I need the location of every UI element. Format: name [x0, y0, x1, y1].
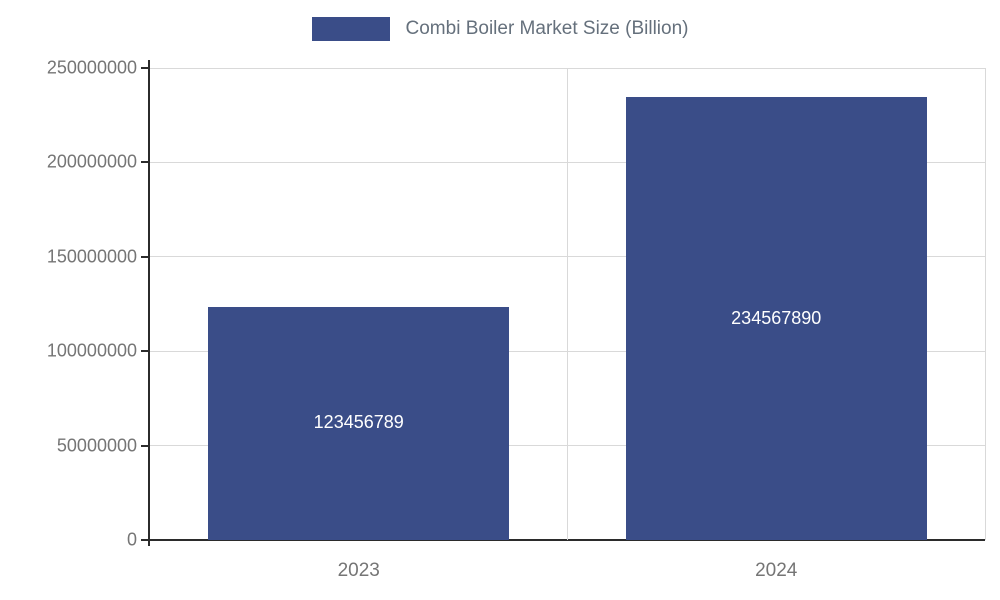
gridline [984, 68, 986, 540]
y-tick-mark [141, 255, 148, 258]
bar-value-label: 123456789 [313, 412, 404, 433]
bar: 234567890 [625, 97, 927, 540]
y-tick-label: 0 [126, 529, 137, 550]
legend: Combi Boiler Market Size (Billion) [0, 14, 1000, 44]
chart-title: Combi Boiler Market Size (Billion) [405, 18, 689, 39]
bar-value-label: 234567890 [731, 307, 822, 328]
y-tick-label: 100000000 [46, 340, 137, 361]
legend-swatch [311, 17, 390, 41]
y-tick-mark [141, 539, 148, 541]
y-tick-mark [141, 444, 148, 447]
y-tick-label: 50000000 [56, 435, 137, 456]
x-tick-label: 2024 [755, 560, 798, 581]
x-axis-line [148, 539, 985, 541]
y-tick-mark [141, 350, 148, 353]
y-tick-mark [141, 161, 148, 164]
y-tick-label: 250000000 [46, 57, 137, 78]
y-tick-mark [141, 67, 148, 69]
y-axis-line [148, 60, 150, 546]
y-tick-label: 150000000 [46, 246, 137, 267]
x-tick-label: 2023 [337, 560, 380, 581]
bar: 123456789 [208, 306, 510, 540]
plot-area: 0 50000000 100000000 150000000 200000000 2500… [47, 58, 986, 581]
gridline [567, 68, 568, 540]
y-tick-label: 200000000 [46, 151, 137, 172]
